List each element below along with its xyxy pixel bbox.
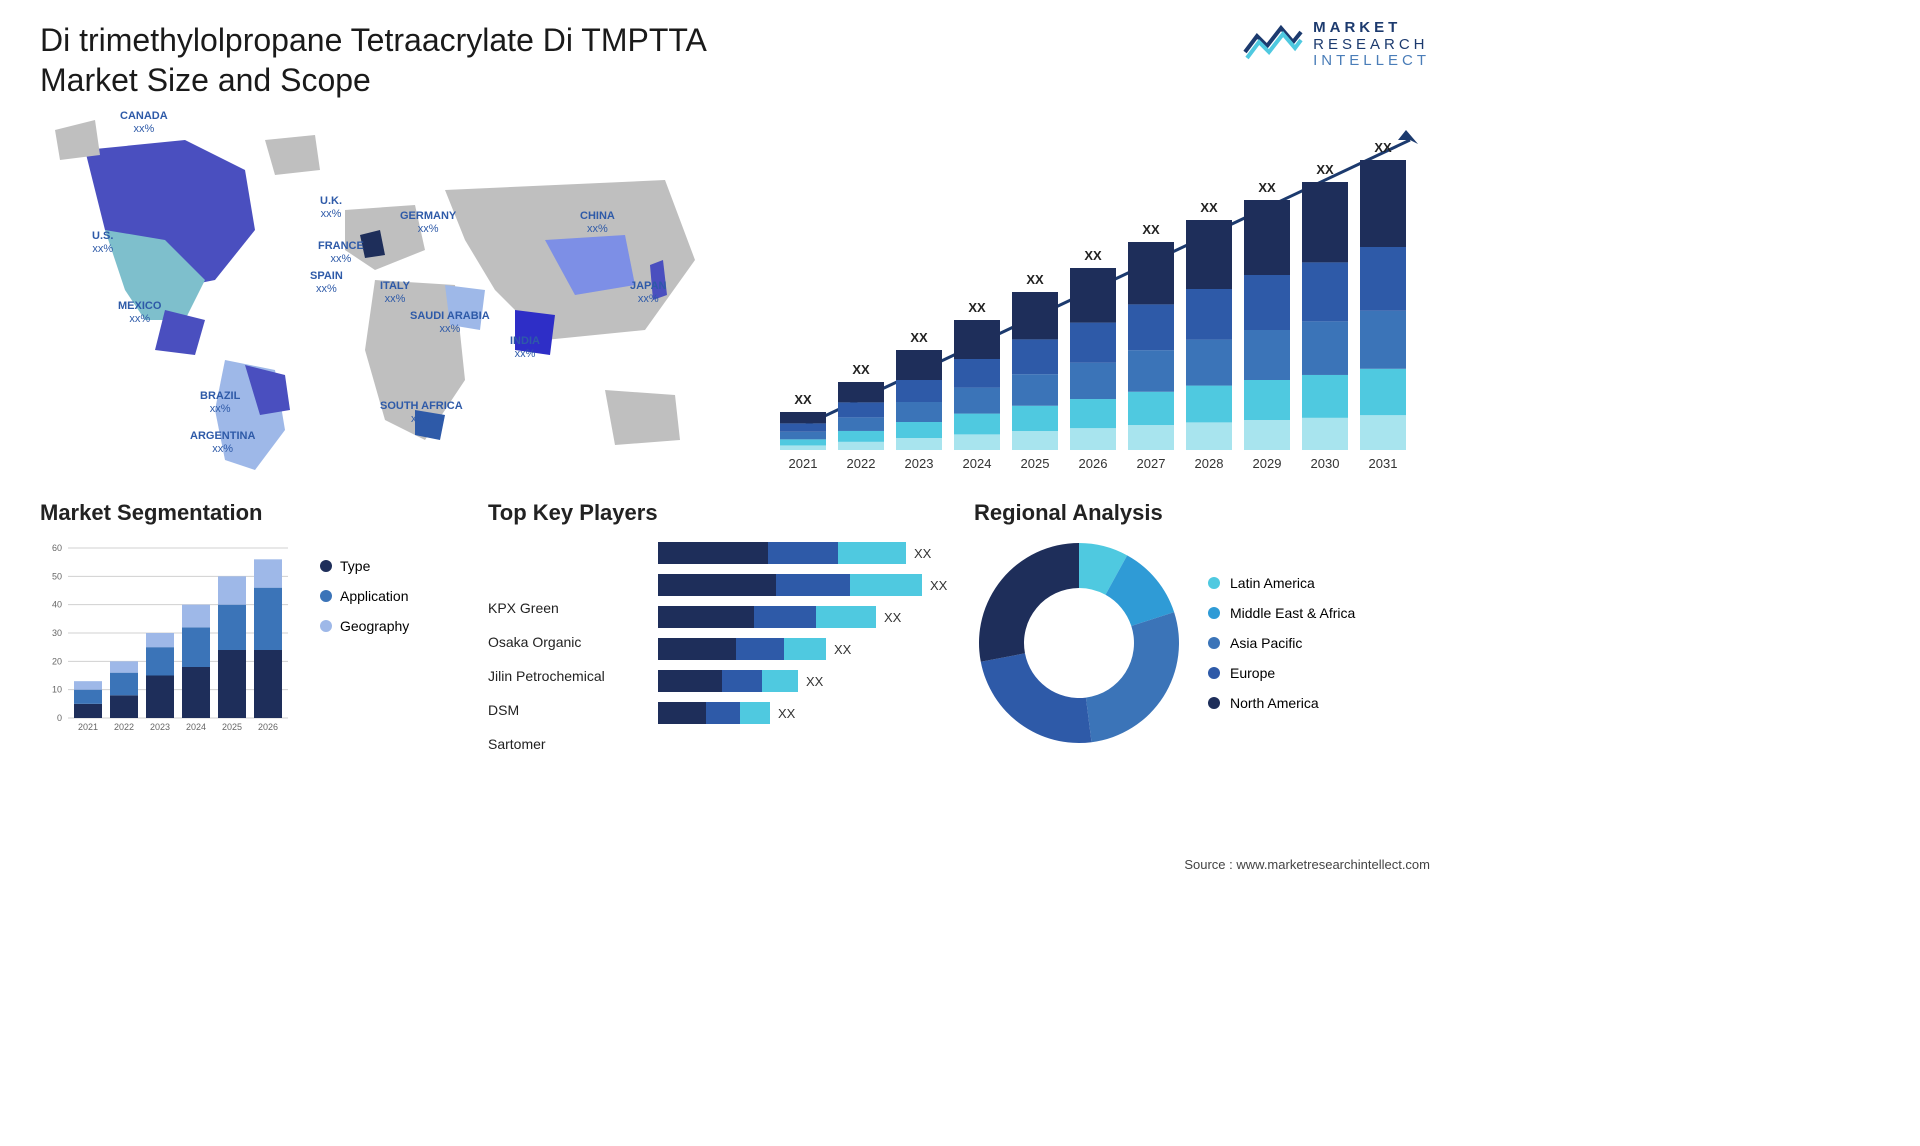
player-bar-row: XX: [658, 638, 938, 660]
map-label: CANADAxx%: [120, 110, 168, 136]
svg-text:60: 60: [52, 543, 62, 553]
growth-bar-chart: XX 2021 XX 2022 XX 2023 XX 2024 XX 2025 XX 2026 XX 20…: [770, 110, 1430, 480]
player-label: [488, 566, 638, 588]
logo-line1: MARKET: [1313, 20, 1430, 37]
svg-text:2024: 2024: [963, 456, 992, 471]
map-label: CHINAxx%: [580, 210, 615, 236]
segmentation-panel: Market Segmentation 0 10 20 30 40 50 60 2021 202…: [40, 500, 458, 758]
legend-item: Application: [320, 588, 409, 604]
svg-text:2028: 2028: [1195, 456, 1224, 471]
svg-text:XX: XX: [1258, 180, 1276, 195]
svg-text:2026: 2026: [1079, 456, 1108, 471]
player-label: Osaka Organic: [488, 634, 638, 656]
regional-panel: Regional Analysis Latin America Middle Ea…: [974, 500, 1430, 758]
svg-text:2023: 2023: [150, 722, 170, 732]
svg-text:2022: 2022: [847, 456, 876, 471]
svg-text:2029: 2029: [1253, 456, 1282, 471]
svg-text:XX: XX: [968, 300, 986, 315]
legend-item: Type: [320, 558, 409, 574]
players-panel: Top Key Players KPX Green Osaka Organic Ji…: [488, 500, 944, 758]
svg-text:XX: XX: [1200, 200, 1218, 215]
region-legend-item: Middle East & Africa: [1208, 605, 1355, 621]
map-label: ARGENTINAxx%: [190, 430, 255, 456]
map-label: U.K.xx%: [320, 195, 342, 221]
svg-text:2023: 2023: [905, 456, 934, 471]
map-label: JAPANxx%: [630, 280, 666, 306]
svg-text:40: 40: [52, 600, 62, 610]
segmentation-chart: 0 10 20 30 40 50 60 2021 2022 2023 2024 2025 2026: [40, 538, 300, 738]
region-legend-item: Latin America: [1208, 575, 1355, 591]
brand-logo: MARKET RESEARCH INTELLECT: [1243, 20, 1430, 70]
svg-text:10: 10: [52, 685, 62, 695]
player-label: Sartomer: [488, 736, 638, 758]
svg-text:XX: XX: [1084, 248, 1102, 263]
player-bar-row: XX: [658, 702, 938, 724]
svg-text:2031: 2031: [1369, 456, 1398, 471]
map-label: MEXICOxx%: [118, 300, 161, 326]
svg-text:50: 50: [52, 571, 62, 581]
player-bar-row: XX: [658, 670, 938, 692]
world-map: CANADAxx% U.S.xx% MEXICOxx% BRAZILxx% ARGENT…: [40, 110, 730, 480]
svg-text:XX: XX: [794, 392, 812, 407]
players-bars: XX XX XX XX XX XX: [658, 538, 938, 758]
player-label: Jilin Petrochemical: [488, 668, 638, 690]
source-text: Source : www.marketresearchintellect.com: [1184, 857, 1430, 872]
segmentation-title: Market Segmentation: [40, 500, 458, 526]
map-label: FRANCExx%: [318, 240, 364, 266]
svg-text:30: 30: [52, 628, 62, 638]
svg-text:2021: 2021: [78, 722, 98, 732]
svg-text:XX: XX: [1026, 272, 1044, 287]
svg-text:0: 0: [57, 713, 62, 723]
logo-icon: [1243, 22, 1303, 67]
region-legend-item: Europe: [1208, 665, 1355, 681]
regional-legend: Latin America Middle East & Africa Asia Pa…: [1208, 575, 1355, 711]
players-title: Top Key Players: [488, 500, 944, 526]
svg-text:XX: XX: [1142, 222, 1160, 237]
logo-text: MARKET RESEARCH INTELLECT: [1313, 20, 1430, 70]
svg-text:2025: 2025: [1021, 456, 1050, 471]
map-label: U.S.xx%: [92, 230, 113, 256]
svg-text:2025: 2025: [222, 722, 242, 732]
svg-text:2027: 2027: [1137, 456, 1166, 471]
map-label: ITALYxx%: [380, 280, 410, 306]
map-label: SPAINxx%: [310, 270, 343, 296]
svg-text:XX: XX: [1374, 140, 1392, 155]
svg-text:2030: 2030: [1311, 456, 1340, 471]
regional-title: Regional Analysis: [974, 500, 1430, 526]
map-label: SOUTH AFRICAxx%: [380, 400, 463, 426]
map-label: BRAZILxx%: [200, 390, 240, 416]
page-title: Di trimethylolpropane Tetraacrylate Di T…: [40, 20, 760, 100]
region-legend-item: Asia Pacific: [1208, 635, 1355, 651]
svg-text:XX: XX: [1316, 162, 1334, 177]
svg-text:2024: 2024: [186, 722, 206, 732]
players-labels: KPX Green Osaka Organic Jilin Petrochemica…: [488, 538, 638, 758]
player-label: KPX Green: [488, 600, 638, 622]
regional-donut: [974, 538, 1184, 748]
svg-text:2022: 2022: [114, 722, 134, 732]
map-label: SAUDI ARABIAxx%: [410, 310, 490, 336]
player-bar-row: XX: [658, 542, 938, 564]
logo-line2: RESEARCH: [1313, 37, 1430, 54]
legend-item: Geography: [320, 618, 409, 634]
segmentation-legend: Type Application Geography: [320, 538, 409, 738]
svg-text:2026: 2026: [258, 722, 278, 732]
svg-text:XX: XX: [910, 330, 928, 345]
region-legend-item: North America: [1208, 695, 1355, 711]
player-bar-row: XX: [658, 574, 938, 596]
svg-text:XX: XX: [852, 362, 870, 377]
map-label: GERMANYxx%: [400, 210, 456, 236]
player-bar-row: XX: [658, 606, 938, 628]
svg-text:2021: 2021: [789, 456, 818, 471]
map-label: INDIAxx%: [510, 335, 540, 361]
logo-line3: INTELLECT: [1313, 53, 1430, 70]
player-label: DSM: [488, 702, 638, 724]
svg-text:20: 20: [52, 656, 62, 666]
